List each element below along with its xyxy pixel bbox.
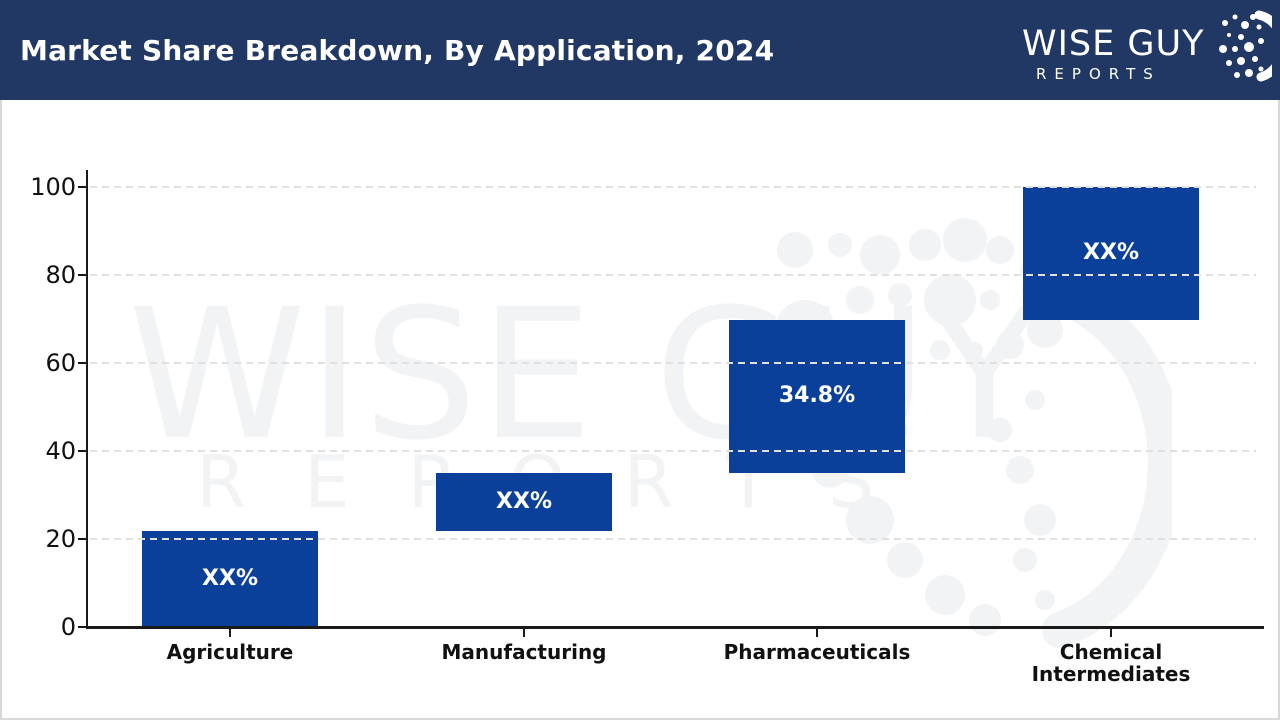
wiseguy-logo: WISE GUY REPORTS xyxy=(1022,10,1272,83)
y-axis-label-60: 60 xyxy=(45,349,76,377)
x-tick-pharmaceuticals xyxy=(816,629,818,637)
x-tick-manufacturing xyxy=(523,629,525,637)
x-axis-label-pharmaceuticals: Pharmaceuticals xyxy=(723,640,911,664)
logo-brand-text: WISE GUY xyxy=(1022,24,1205,64)
bar-chemical-intermediates xyxy=(1023,187,1199,320)
logo-dot-face-icon xyxy=(1219,10,1272,82)
gridline-40 xyxy=(90,450,1256,452)
y-axis-line xyxy=(86,170,88,629)
page-title: Market Share Breakdown, By Application, … xyxy=(20,33,775,67)
x-axis-label-manufacturing: Manufacturing xyxy=(441,640,607,664)
bar-value-label-chemical-intermediates: XX% xyxy=(1083,240,1139,266)
bar-pharmaceuticals xyxy=(729,319,905,473)
y-axis-label-0: 0 xyxy=(60,613,76,641)
y-tick-40 xyxy=(78,450,87,452)
x-axis-line xyxy=(86,626,1264,629)
x-tick-chemical-intermediates xyxy=(1110,629,1112,637)
y-tick-80 xyxy=(78,274,87,276)
x-axis-label-agriculture: Agriculture xyxy=(166,640,294,664)
bar-agriculture xyxy=(142,531,318,627)
y-tick-0 xyxy=(78,626,87,628)
bar-value-label-pharmaceuticals: 34.8% xyxy=(778,383,856,409)
gridline-20 xyxy=(90,538,1256,540)
logo-reports-text: REPORTS xyxy=(1036,65,1161,83)
y-tick-100 xyxy=(78,186,87,188)
bar-manufacturing xyxy=(436,473,612,532)
y-axis-label-40: 40 xyxy=(45,437,76,465)
bar-value-label-manufacturing: XX% xyxy=(496,489,552,515)
bar-value-label-agriculture: XX% xyxy=(202,566,258,592)
y-tick-20 xyxy=(78,538,87,540)
x-axis-label-chemical-intermediates: Chemical Intermediates xyxy=(1031,640,1191,686)
gridline-60 xyxy=(90,362,1256,364)
header-bar: Market Share Breakdown, By Application, … xyxy=(0,0,1280,100)
y-tick-60 xyxy=(78,362,87,364)
gridline-80 xyxy=(90,274,1256,276)
y-axis-label-100: 100 xyxy=(30,173,76,201)
y-axis-label-20: 20 xyxy=(45,525,76,553)
y-axis-label-80: 80 xyxy=(45,261,76,289)
gridline-100 xyxy=(90,186,1256,188)
x-tick-agriculture xyxy=(229,629,231,637)
